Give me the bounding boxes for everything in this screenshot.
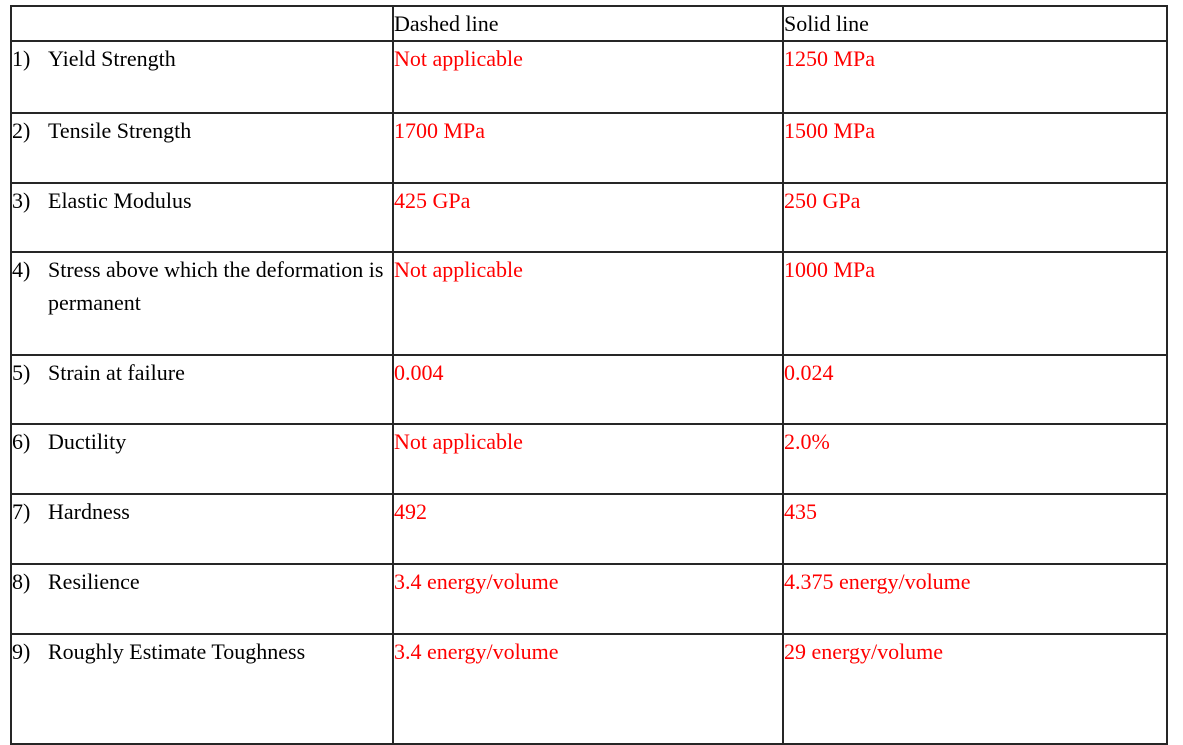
solid-value-cell: 4.375 energy/volume (782, 563, 1168, 635)
dashed-value-cell: 0.004 (392, 354, 784, 425)
header-solid-line: Solid line (782, 5, 1168, 42)
properties-table-container: Dashed line Solid line 1) Yield Strength… (10, 5, 1168, 745)
property-cell: 4) Stress above which the deformation is… (10, 251, 394, 356)
property-label: Resilience (48, 569, 140, 594)
solid-value-cell: 29 energy/volume (782, 633, 1168, 745)
material-properties-table: Dashed line Solid line 1) Yield Strength… (10, 5, 1168, 745)
solid-value-cell: 1500 MPa (782, 112, 1168, 184)
table-row: 9) Roughly Estimate Toughness 3.4 energy… (10, 633, 1168, 745)
property-cell: 7) Hardness (10, 493, 394, 565)
solid-value-cell: 1250 MPa (782, 40, 1168, 114)
row-number: 5) (12, 360, 31, 385)
property-label: Stress above which the deformation is pe… (48, 257, 384, 315)
property-cell: 8) Resilience (10, 563, 394, 635)
table-row: 2) Tensile Strength 1700 MPa 1500 MPa (10, 112, 1168, 184)
property-label: Ductility (48, 429, 127, 454)
solid-value-cell: 250 GPa (782, 182, 1168, 253)
property-label: Tensile Strength (48, 118, 192, 143)
table-row: 6) Ductility Not applicable 2.0% (10, 423, 1168, 495)
property-label: Hardness (48, 499, 130, 524)
solid-value-cell: 435 (782, 493, 1168, 565)
property-cell: 3) Elastic Modulus (10, 182, 394, 253)
property-label: Yield Strength (48, 46, 176, 71)
table-row: 1) Yield Strength Not applicable 1250 MP… (10, 40, 1168, 114)
row-number: 8) (12, 569, 31, 594)
header-dashed-line: Dashed line (392, 5, 784, 42)
dashed-value-cell: 492 (392, 493, 784, 565)
header-empty-cell (10, 5, 394, 42)
property-label: Elastic Modulus (48, 188, 192, 213)
row-number: 4) (12, 257, 31, 282)
table-row: 8) Resilience 3.4 energy/volume 4.375 en… (10, 563, 1168, 635)
table-row: 7) Hardness 492 435 (10, 493, 1168, 565)
row-number: 2) (12, 118, 31, 143)
row-number: 9) (12, 639, 31, 664)
solid-value-cell: 1000 MPa (782, 251, 1168, 356)
property-label: Strain at failure (48, 360, 185, 385)
dashed-value-cell: 425 GPa (392, 182, 784, 253)
dashed-value-cell: Not applicable (392, 251, 784, 356)
table-row: 5) Strain at failure 0.004 0.024 (10, 354, 1168, 425)
row-number: 3) (12, 188, 31, 213)
table-row: 3) Elastic Modulus 425 GPa 250 GPa (10, 182, 1168, 253)
dashed-value-cell: 3.4 energy/volume (392, 563, 784, 635)
property-cell: 6) Ductility (10, 423, 394, 495)
dashed-value-cell: Not applicable (392, 423, 784, 495)
header-row: Dashed line Solid line (10, 5, 1168, 42)
property-cell: 2) Tensile Strength (10, 112, 394, 184)
row-number: 1) (12, 46, 31, 71)
solid-value-cell: 2.0% (782, 423, 1168, 495)
dashed-value-cell: Not applicable (392, 40, 784, 114)
property-cell: 1) Yield Strength (10, 40, 394, 114)
property-cell: 9) Roughly Estimate Toughness (10, 633, 394, 745)
row-number: 6) (12, 429, 31, 454)
row-number: 7) (12, 499, 31, 524)
dashed-value-cell: 3.4 energy/volume (392, 633, 784, 745)
dashed-value-cell: 1700 MPa (392, 112, 784, 184)
solid-value-cell: 0.024 (782, 354, 1168, 425)
table-row: 4) Stress above which the deformation is… (10, 251, 1168, 356)
property-cell: 5) Strain at failure (10, 354, 394, 425)
table-header: Dashed line Solid line (10, 5, 1168, 42)
property-label: Roughly Estimate Toughness (48, 639, 306, 664)
table-body: 1) Yield Strength Not applicable 1250 MP… (10, 40, 1168, 745)
